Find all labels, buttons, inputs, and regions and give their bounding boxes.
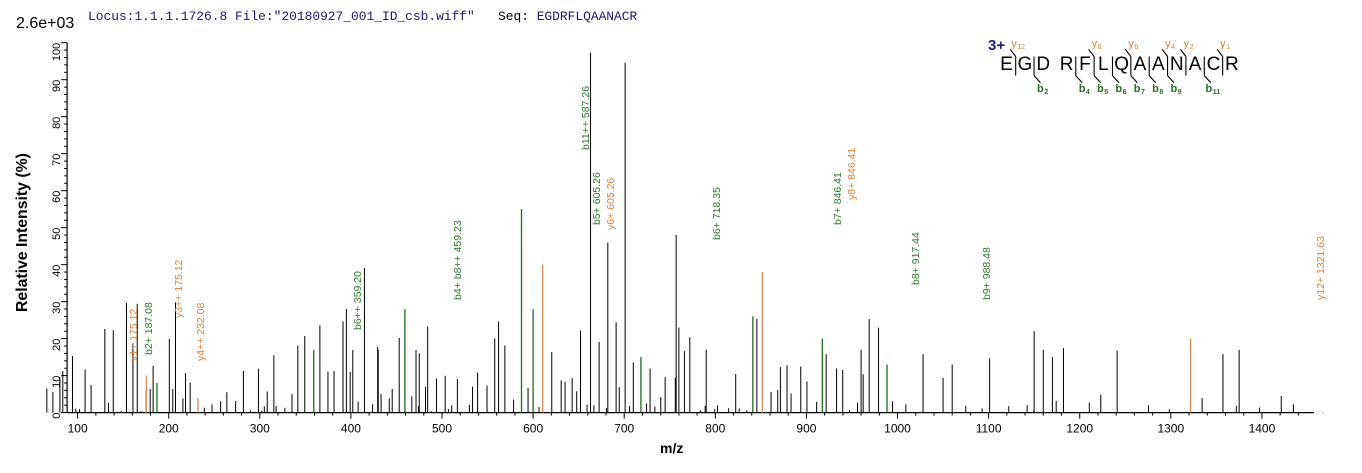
svg-text:50: 50 <box>51 228 63 240</box>
svg-text:800: 800 <box>705 422 725 436</box>
svg-text:D: D <box>1036 54 1050 75</box>
svg-text:90: 90 <box>51 80 63 92</box>
svg-text:b7: b7 <box>1134 83 1145 96</box>
svg-text:b6+ 718.35: b6+ 718.35 <box>711 187 723 240</box>
svg-text:300: 300 <box>250 422 270 436</box>
svg-text:60: 60 <box>51 191 63 203</box>
svg-text:1000: 1000 <box>884 422 911 436</box>
svg-text:b4+ b8++ 459.23: b4+ b8++ 459.23 <box>452 220 464 300</box>
svg-text:b8+ 917.44: b8+ 917.44 <box>910 232 922 285</box>
svg-text:20: 20 <box>51 339 63 351</box>
svg-text:L: L <box>1098 54 1109 75</box>
svg-text:E: E <box>1000 54 1013 75</box>
svg-text:b8: b8 <box>1152 83 1163 96</box>
svg-text:100: 100 <box>51 43 63 61</box>
svg-text:N: N <box>1170 54 1184 75</box>
svg-text:A: A <box>1152 54 1165 75</box>
svg-text:b4: b4 <box>1079 83 1090 96</box>
svg-text:b9+ 988.48: b9+ 988.48 <box>981 247 993 300</box>
svg-text:3+: 3+ <box>988 37 1005 54</box>
svg-text:1100: 1100 <box>976 422 1002 436</box>
svg-text:700: 700 <box>614 422 634 436</box>
svg-text:10: 10 <box>51 376 63 388</box>
svg-text:b2+ 187.08: b2+ 187.08 <box>143 302 155 355</box>
svg-text:40: 40 <box>51 265 63 277</box>
svg-text:b11++ 587.26: b11++ 587.26 <box>580 86 592 150</box>
svg-text:C: C <box>1207 54 1221 75</box>
svg-text:R: R <box>1225 54 1239 75</box>
svg-text:A: A <box>1134 54 1147 75</box>
svg-text:G: G <box>1017 54 1032 75</box>
svg-text:y4++ 232.08: y4++ 232.08 <box>195 302 207 361</box>
svg-text:y6+ 605.26: y6+ 605.26 <box>605 178 617 230</box>
svg-text:v1+ 175.12: v1+ 175.12 <box>128 309 140 361</box>
svg-text:1200: 1200 <box>1066 422 1093 436</box>
svg-text:b9: b9 <box>1170 83 1181 96</box>
svg-text:80: 80 <box>51 117 63 129</box>
svg-text:0: 0 <box>51 413 63 419</box>
svg-text:1300: 1300 <box>1157 422 1184 436</box>
svg-text:b7+ 846.41: b7+ 846.41 <box>832 172 844 225</box>
svg-text:y1: y1 <box>1220 38 1230 51</box>
svg-text:y8: y8 <box>1092 38 1102 51</box>
svg-text:y6: y6 <box>1128 38 1138 51</box>
svg-text:b5: b5 <box>1097 83 1108 96</box>
svg-text:70: 70 <box>51 154 63 166</box>
svg-text:1400: 1400 <box>1249 422 1276 436</box>
svg-text:900: 900 <box>796 422 816 436</box>
svg-text:600: 600 <box>523 422 543 436</box>
svg-text:b5+ 605.26: b5+ 605.26 <box>591 172 603 225</box>
svg-text:b6++ 359.20: b6++ 359.20 <box>352 271 364 330</box>
svg-text:y8+ 846.41: y8+ 846.41 <box>846 148 858 200</box>
svg-text:y3++ 175.12: y3++ 175.12 <box>173 259 185 318</box>
svg-text:30: 30 <box>51 302 63 314</box>
svg-text:Q: Q <box>1114 54 1129 75</box>
svg-text:R: R <box>1060 54 1074 75</box>
svg-text:200: 200 <box>159 422 179 436</box>
svg-text:y12: y12 <box>1011 38 1025 51</box>
svg-text:400: 400 <box>341 422 361 436</box>
svg-text:b11: b11 <box>1205 83 1220 96</box>
svg-text:F: F <box>1079 54 1091 75</box>
svg-text:y2: y2 <box>1183 38 1193 51</box>
svg-text:500: 500 <box>432 422 452 436</box>
svg-text:A: A <box>1189 54 1202 75</box>
svg-text:y4: y4 <box>1165 38 1175 51</box>
svg-text:100: 100 <box>68 422 88 436</box>
svg-text:b6: b6 <box>1115 83 1126 96</box>
svg-text:y12+ 1321.63: y12+ 1321.63 <box>1315 236 1327 300</box>
svg-text:b2: b2 <box>1037 83 1048 96</box>
